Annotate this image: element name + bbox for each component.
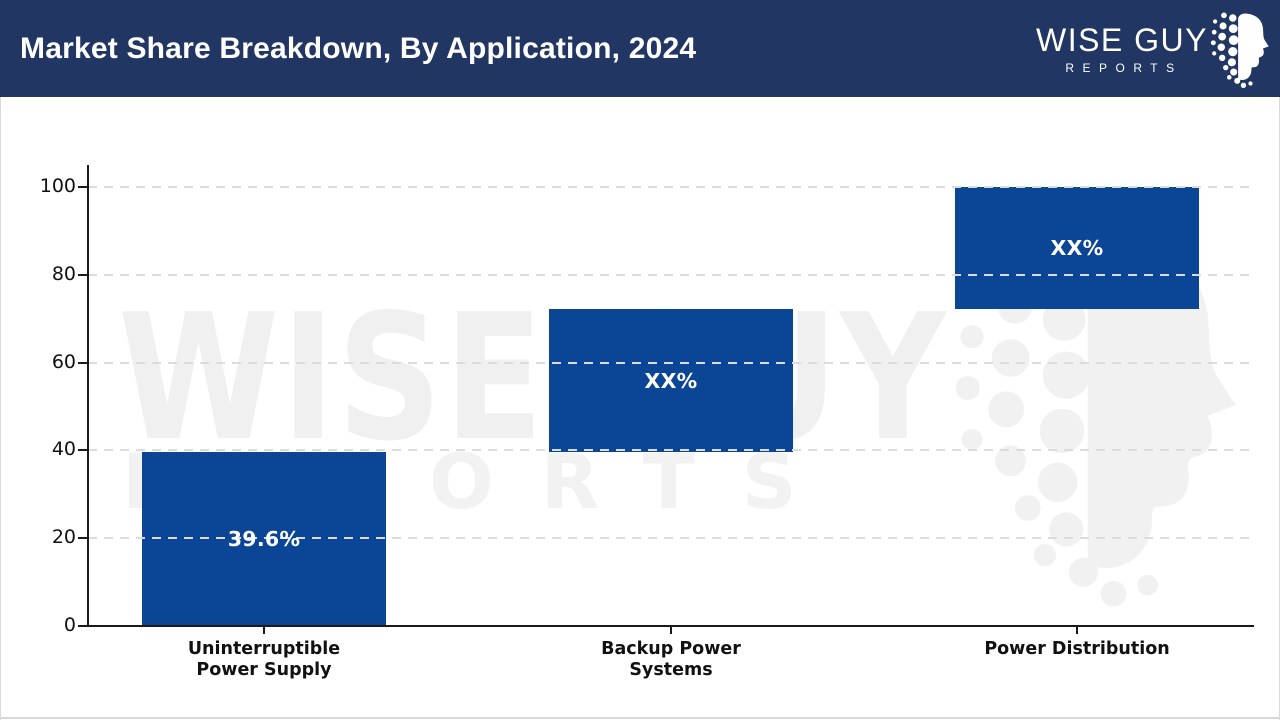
y-tick-mark xyxy=(78,361,87,364)
y-tick-label: 100 xyxy=(39,175,76,198)
y-tick-label: 20 xyxy=(51,526,76,549)
x-axis xyxy=(87,625,1254,627)
header: Market Share Breakdown, By Application, … xyxy=(0,0,1280,97)
bar xyxy=(549,309,793,453)
y-tick-label: 60 xyxy=(51,350,76,373)
bar-value-label: 39.6% xyxy=(227,527,301,552)
y-tick-label: 80 xyxy=(51,262,76,285)
x-tick-mark xyxy=(670,627,672,634)
x-tick-mark xyxy=(1076,627,1078,634)
logo-subtitle: REPORTS xyxy=(1065,60,1183,75)
wiseguy-logo: WISE GUY REPORTS xyxy=(1036,4,1270,94)
gridline xyxy=(88,361,1252,364)
category-label: Power Distribution xyxy=(984,639,1170,659)
left-border xyxy=(0,97,1,720)
gridline xyxy=(88,449,1252,452)
y-tick-mark xyxy=(78,273,87,276)
category-label: Uninterruptible Power Supply xyxy=(187,639,341,680)
category-label: Backup Power Systems xyxy=(601,639,741,680)
gridline xyxy=(88,273,1252,276)
wiseguy-face-icon xyxy=(1210,12,1269,88)
logo-wordmark: WISE GUY xyxy=(1035,21,1208,58)
y-tick-mark xyxy=(78,449,87,452)
gridline xyxy=(88,537,1252,540)
y-tick-label: 0 xyxy=(63,614,76,637)
bar-value-label: XX% xyxy=(1050,236,1104,261)
y-tick-mark xyxy=(78,625,87,627)
x-tick-mark xyxy=(263,627,265,634)
y-axis xyxy=(87,165,89,626)
y-tick-label: 40 xyxy=(51,438,76,461)
bar-value-label: XX% xyxy=(644,368,698,393)
bottom-border xyxy=(0,717,1280,719)
y-tick-mark xyxy=(78,186,87,188)
page-title: Market Share Breakdown, By Application, … xyxy=(20,31,697,65)
logo-text: WISE GUY REPORTS xyxy=(1036,24,1208,75)
gridline xyxy=(88,186,1252,188)
y-tick-mark xyxy=(78,537,87,540)
